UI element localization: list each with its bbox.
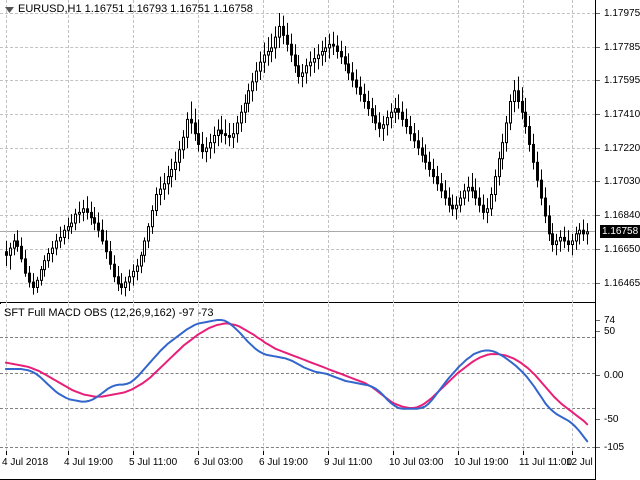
price-tick bbox=[596, 283, 600, 284]
time-axis-label: 10 Jul 19:00 bbox=[454, 457, 509, 468]
time-tick bbox=[68, 451, 69, 455]
price-tick bbox=[596, 13, 600, 14]
time-axis-label: 10 Jul 03:00 bbox=[389, 457, 444, 468]
price-scale-label: 1.17975 bbox=[604, 8, 640, 19]
macd-series bbox=[4, 319, 589, 443]
time-gridline bbox=[458, 0, 459, 303]
candlestick-series bbox=[5, 13, 589, 297]
price-scale-label: 1.17595 bbox=[604, 75, 640, 86]
price-tick bbox=[596, 80, 600, 81]
price-tick bbox=[596, 215, 600, 216]
macd-tick bbox=[596, 375, 600, 376]
price-scale-label: 1.16840 bbox=[604, 210, 640, 221]
macd-scale-label: 50 bbox=[604, 326, 616, 337]
time-axis-label: 11 Jul 11:00 bbox=[519, 457, 573, 468]
time-gridline bbox=[523, 0, 524, 303]
macd-scale-label: 0.00 bbox=[604, 370, 624, 381]
time-gridline bbox=[458, 304, 459, 451]
macd-main-line bbox=[4, 319, 589, 443]
time-gridline bbox=[133, 0, 134, 303]
current-price-label: 1.16758 bbox=[600, 224, 640, 238]
price-scale-label: 1.17785 bbox=[604, 42, 640, 53]
macd-scale-label: 74 bbox=[604, 315, 616, 326]
macd-tick bbox=[596, 320, 600, 321]
time-tick bbox=[6, 451, 7, 455]
price-scale-label: 1.17220 bbox=[604, 143, 640, 154]
time-gridline bbox=[6, 0, 7, 303]
macd-tick bbox=[596, 447, 600, 448]
macd-gridline bbox=[0, 337, 595, 339]
time-gridline bbox=[198, 304, 199, 451]
time-tick bbox=[393, 451, 394, 455]
time-gridline bbox=[6, 304, 7, 451]
macd-gridline bbox=[0, 407, 595, 409]
macd-scale-label: -105 bbox=[604, 442, 625, 453]
price-gridline bbox=[0, 181, 595, 182]
price-tick bbox=[596, 47, 600, 48]
price-scale-label: 1.16650 bbox=[604, 244, 640, 255]
time-gridline bbox=[68, 304, 69, 451]
time-axis-label: 6 Jul 19:00 bbox=[259, 457, 308, 468]
price-tick bbox=[596, 181, 600, 182]
price-gridline bbox=[0, 148, 595, 149]
time-axis-label: 4 Jul 2018 bbox=[2, 457, 49, 468]
price-scale-label: 1.17410 bbox=[604, 109, 640, 120]
macd-tick bbox=[596, 331, 600, 332]
time-axis-label: 4 Jul 19:00 bbox=[64, 457, 113, 468]
time-gridline bbox=[572, 304, 573, 451]
macd-scale-label: -50 bbox=[604, 414, 619, 425]
time-axis-label: 6 Jul 03:00 bbox=[194, 457, 243, 468]
time-tick bbox=[523, 451, 524, 455]
macd-signal-line bbox=[4, 322, 589, 426]
price-gridline bbox=[0, 13, 595, 14]
price-gridline bbox=[0, 283, 595, 284]
time-gridline bbox=[523, 304, 524, 451]
time-gridline bbox=[328, 304, 329, 451]
chart-symbol-header: EURUSD,H1 1.16751 1.16793 1.16751 1.1675… bbox=[18, 3, 253, 15]
price-gridline bbox=[0, 47, 595, 48]
macd-indicator-pane[interactable] bbox=[0, 304, 595, 451]
price-tick bbox=[596, 114, 600, 115]
time-axis-label: 5 Jul 11:00 bbox=[129, 457, 178, 468]
time-gridline bbox=[133, 304, 134, 451]
price-tick bbox=[596, 249, 600, 250]
time-gridline bbox=[263, 304, 264, 451]
time-gridline bbox=[68, 0, 69, 303]
price-scale-label: 1.16465 bbox=[604, 278, 640, 289]
time-gridline bbox=[263, 0, 264, 303]
time-tick bbox=[263, 451, 264, 455]
time-gridline bbox=[393, 0, 394, 303]
macd-indicator-label: SFT Full MACD OBS (12,26,9,162) -97 -73 bbox=[4, 307, 214, 319]
time-tick bbox=[458, 451, 459, 455]
triangle-down-icon[interactable] bbox=[4, 5, 15, 14]
price-gridline bbox=[0, 215, 595, 216]
price-tick bbox=[596, 148, 600, 149]
price-scale-label: 1.17030 bbox=[604, 176, 640, 187]
time-tick bbox=[198, 451, 199, 455]
price-chart-pane[interactable] bbox=[0, 0, 595, 303]
price-scale[interactable]: 1.17975 1.17785 1.17595 1.17410 1.17220 1.170… bbox=[595, 0, 640, 480]
time-gridline bbox=[572, 0, 573, 303]
time-tick bbox=[133, 451, 134, 455]
time-tick bbox=[328, 451, 329, 455]
price-gridline bbox=[0, 249, 595, 250]
price-gridline bbox=[0, 114, 595, 115]
price-gridline bbox=[0, 80, 595, 81]
time-axis[interactable]: 4 Jul 2018 4 Jul 19:00 5 Jul 11:00 6 Jul 03… bbox=[0, 451, 621, 479]
macd-gridline bbox=[0, 447, 595, 448]
time-axis-label: 9 Jul 11:00 bbox=[324, 457, 373, 468]
current-price-line bbox=[0, 230, 595, 232]
macd-gridline bbox=[0, 372, 595, 374]
macd-tick bbox=[596, 419, 600, 420]
time-gridline bbox=[393, 304, 394, 451]
time-tick bbox=[572, 451, 573, 455]
time-axis-label: 12 Jul 03:00 bbox=[566, 457, 621, 468]
time-gridline bbox=[328, 0, 329, 303]
